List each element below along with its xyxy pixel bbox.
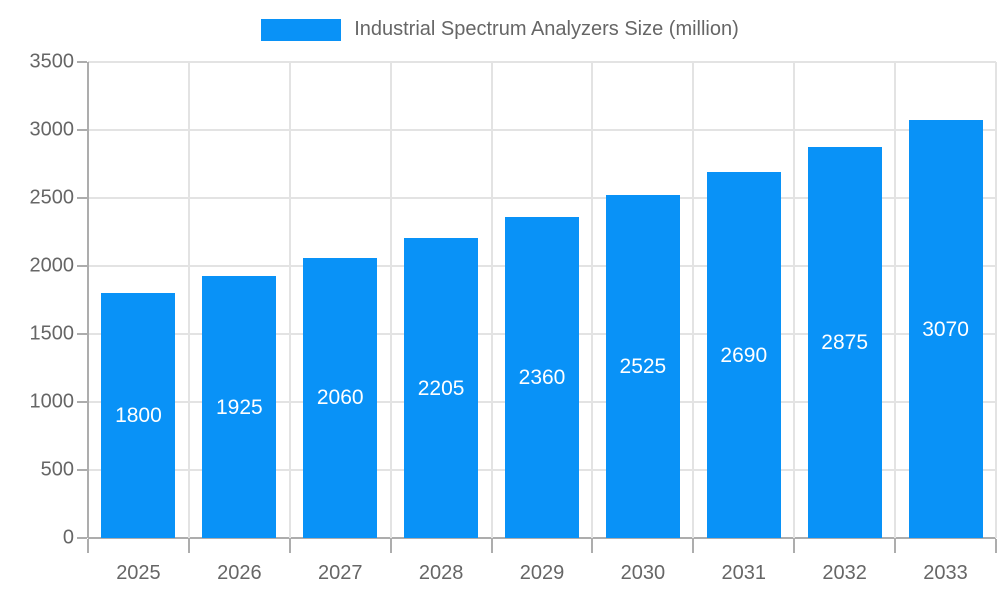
gridline-vertical — [389, 62, 392, 538]
bar[interactable]: 1925 — [202, 276, 277, 538]
y-tick-label: 3500 — [29, 50, 75, 73]
gridline-vertical — [187, 62, 190, 538]
gridline-vertical — [793, 62, 796, 538]
bar-value-label: 1925 — [215, 395, 263, 419]
y-tick-label: 0 — [62, 526, 74, 549]
gridline-horizontal — [88, 197, 996, 199]
gridline-vertical — [288, 62, 291, 538]
bar[interactable]: 2205 — [404, 238, 479, 538]
x-tick-label: 2030 — [620, 562, 666, 584]
gridline-vertical — [692, 62, 695, 538]
bar-value-label: 2690 — [720, 343, 768, 367]
x-tick-label: 2029 — [519, 562, 565, 584]
legend[interactable]: Industrial Spectrum Analyzers Size (mill… — [0, 18, 1000, 41]
x-axis-tick — [793, 539, 796, 553]
bar[interactable]: 2525 — [605, 194, 680, 538]
x-tick-label: 2031 — [721, 562, 767, 584]
bar[interactable]: 3070 — [908, 120, 983, 538]
y-axis-tick — [77, 537, 87, 539]
y-axis-tick — [77, 401, 87, 403]
bar[interactable]: 2060 — [303, 257, 378, 538]
y-axis-tick — [77, 61, 87, 63]
x-tick-label: 2033 — [923, 562, 968, 584]
y-tick-label: 2500 — [29, 186, 75, 209]
legend-swatch[interactable] — [261, 18, 342, 41]
y-axis-tick — [77, 197, 87, 199]
legend-label: Industrial Spectrum Analyzers Size (mill… — [354, 18, 739, 40]
y-tick-label: 1500 — [29, 322, 75, 345]
gridline-vertical — [894, 62, 897, 538]
gridline-vertical — [591, 62, 594, 538]
y-axis-tick — [77, 265, 87, 267]
y-axis-line — [87, 62, 89, 538]
x-axis-tick — [490, 539, 493, 553]
bar-value-label: 2875 — [821, 331, 869, 354]
y-axis-tick — [77, 129, 87, 131]
gridline-horizontal — [88, 129, 996, 131]
bar-value-label: 2525 — [619, 354, 667, 378]
x-tick-label: 2027 — [317, 562, 363, 584]
bar-value-label: 2360 — [518, 366, 566, 389]
bar-value-label: 1800 — [115, 404, 162, 428]
x-tick-label: 2025 — [116, 562, 161, 584]
x-axis-line — [88, 537, 996, 539]
bar-value-label: 3070 — [922, 317, 969, 341]
x-tick-label: 2028 — [418, 562, 464, 584]
y-tick-label: 500 — [40, 458, 74, 481]
x-axis-tick — [995, 539, 997, 553]
y-tick-label: 2000 — [29, 254, 75, 277]
x-axis-tick — [187, 539, 190, 553]
gridline-horizontal — [88, 61, 996, 63]
x-axis-tick — [288, 539, 291, 553]
y-tick-label: 1000 — [29, 390, 75, 413]
bar[interactable]: 1800 — [101, 293, 176, 538]
gridline-vertical — [995, 62, 997, 538]
bar-value-label: 2060 — [316, 386, 364, 410]
x-axis-tick — [87, 539, 89, 553]
bar[interactable]: 2875 — [807, 147, 882, 538]
x-axis-tick — [389, 539, 392, 553]
bar-value-label: 2205 — [417, 376, 465, 400]
bar[interactable]: 2360 — [505, 217, 579, 538]
x-axis-tick — [591, 539, 594, 553]
x-tick-label: 2026 — [217, 562, 262, 584]
y-axis-tick — [77, 333, 87, 335]
bar[interactable]: 2690 — [706, 172, 781, 538]
x-axis-tick — [692, 539, 695, 553]
x-tick-label: 2032 — [822, 562, 867, 584]
y-axis-tick — [77, 469, 87, 471]
y-tick-label: 3000 — [29, 118, 75, 141]
gridline-vertical — [490, 62, 493, 538]
x-axis-tick — [894, 539, 897, 553]
